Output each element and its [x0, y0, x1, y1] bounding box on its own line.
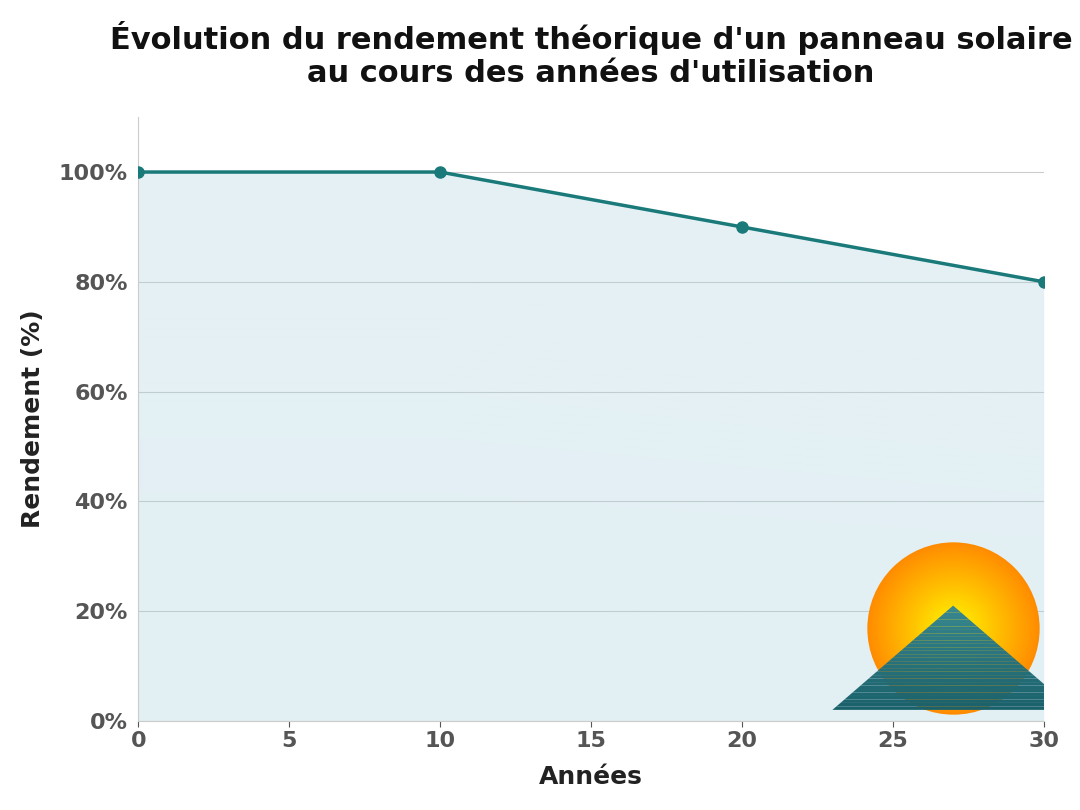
Polygon shape — [909, 641, 998, 644]
Point — [945, 621, 962, 634]
Point — [945, 621, 962, 634]
Point — [945, 621, 962, 634]
Polygon shape — [917, 633, 989, 637]
Polygon shape — [865, 679, 1041, 682]
Point — [945, 621, 962, 634]
Polygon shape — [901, 647, 1005, 650]
Point — [945, 621, 962, 634]
Point — [945, 621, 962, 634]
Polygon shape — [896, 650, 1010, 654]
Polygon shape — [941, 612, 966, 616]
Point — [945, 621, 962, 634]
Y-axis label: Rendement (%): Rendement (%) — [21, 309, 45, 528]
Point — [945, 621, 962, 634]
Polygon shape — [833, 706, 1074, 710]
Polygon shape — [905, 644, 1001, 647]
Point — [945, 621, 962, 634]
Point — [945, 621, 962, 634]
Polygon shape — [937, 616, 969, 620]
Polygon shape — [845, 696, 1062, 700]
Point — [945, 621, 962, 634]
Polygon shape — [885, 661, 1022, 665]
Point — [945, 621, 962, 634]
Point — [945, 621, 962, 634]
Point — [945, 621, 962, 634]
Point — [945, 621, 962, 634]
Point — [945, 621, 962, 634]
Point — [945, 621, 962, 634]
Point — [945, 621, 962, 634]
Point — [945, 621, 962, 634]
Point — [945, 621, 962, 634]
Polygon shape — [921, 630, 985, 633]
Point — [945, 621, 962, 634]
Point — [945, 621, 962, 634]
Point — [945, 621, 962, 634]
Polygon shape — [868, 675, 1038, 679]
Point — [945, 621, 962, 634]
Point — [945, 621, 962, 634]
Point — [945, 621, 962, 634]
X-axis label: Années: Années — [539, 765, 643, 789]
Polygon shape — [836, 703, 1070, 706]
Point — [945, 621, 962, 634]
Point — [945, 621, 962, 634]
Polygon shape — [856, 685, 1050, 689]
Polygon shape — [933, 620, 973, 623]
Point — [945, 621, 962, 634]
Polygon shape — [913, 637, 994, 641]
Point — [945, 621, 962, 634]
Polygon shape — [861, 682, 1045, 685]
Polygon shape — [893, 654, 1013, 658]
Polygon shape — [924, 626, 982, 630]
Polygon shape — [849, 693, 1057, 696]
Polygon shape — [889, 658, 1017, 661]
Polygon shape — [945, 609, 961, 612]
Polygon shape — [949, 606, 957, 609]
Polygon shape — [840, 700, 1066, 703]
Point — [945, 621, 962, 634]
Point — [945, 621, 962, 634]
Polygon shape — [880, 665, 1026, 668]
Polygon shape — [852, 689, 1054, 693]
Polygon shape — [929, 623, 977, 626]
Title: Évolution du rendement théorique d'un panneau solaire
au cours des années d'util: Évolution du rendement théorique d'un pa… — [110, 21, 1072, 88]
Point — [945, 621, 962, 634]
Point — [945, 621, 962, 634]
Point — [945, 621, 962, 634]
Polygon shape — [873, 671, 1034, 675]
Point — [945, 621, 962, 634]
Polygon shape — [877, 668, 1029, 671]
Point — [945, 621, 962, 634]
Point — [945, 621, 962, 634]
Point — [945, 621, 962, 634]
Point — [945, 621, 962, 634]
